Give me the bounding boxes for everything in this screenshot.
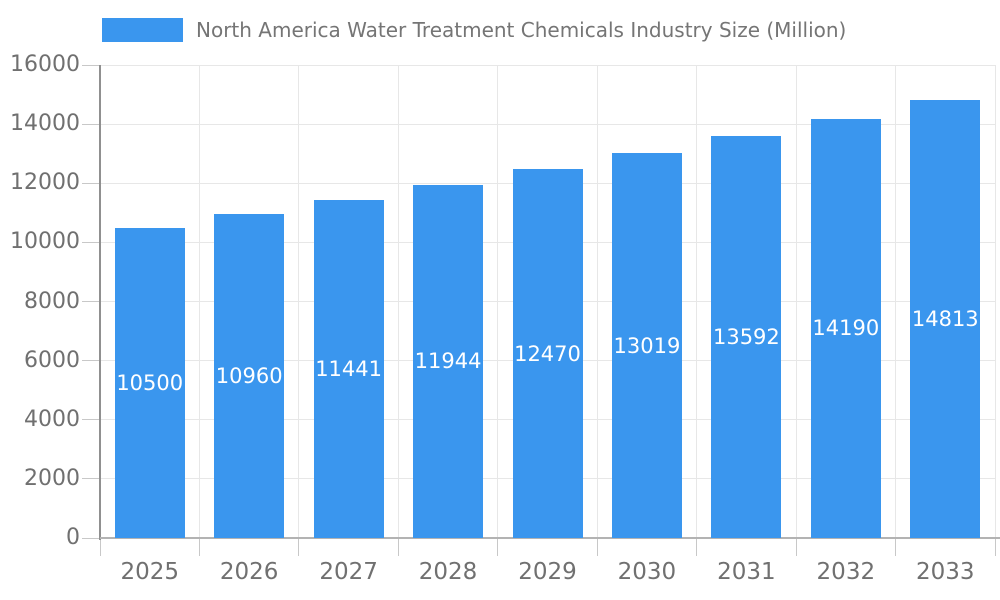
y-axis-line — [99, 65, 101, 540]
y-axis-tick — [82, 360, 100, 362]
x-axis-line — [100, 537, 1000, 539]
y-axis-label: 6000 — [24, 347, 80, 373]
x-gridline — [994, 65, 996, 538]
bar-value-label: 14813 — [911, 307, 979, 332]
y-axis-label: 16000 — [10, 52, 80, 77]
legend-swatch-icon — [102, 18, 183, 42]
x-axis-tick — [198, 538, 200, 556]
bar-2033[interactable] — [910, 100, 981, 538]
bar-2032[interactable] — [810, 118, 881, 538]
x-axis-label: 2030 — [617, 559, 677, 585]
x-gridline — [795, 65, 797, 538]
x-axis-tick — [497, 538, 499, 556]
x-gridline — [298, 65, 300, 538]
x-axis-tick — [298, 538, 300, 556]
bar-value-label: 13592 — [712, 325, 780, 350]
x-axis-label: 2027 — [319, 559, 378, 585]
x-axis-label: 2028 — [418, 559, 478, 585]
bar-2028[interactable] — [413, 184, 484, 538]
x-axis-label: 2029 — [518, 559, 577, 585]
x-axis-label: 2026 — [219, 559, 279, 585]
x-gridline — [596, 65, 598, 538]
y-axis-label: 10000 — [10, 229, 80, 255]
y-gridline — [100, 123, 995, 125]
bar-2027[interactable] — [313, 199, 384, 538]
x-axis-tick — [397, 538, 399, 556]
bar-value-label: 14190 — [812, 316, 880, 341]
x-gridline — [397, 65, 399, 538]
y-axis-label: 12000 — [10, 170, 80, 196]
x-axis-tick — [696, 538, 698, 556]
bar-2030[interactable] — [611, 153, 682, 538]
x-gridline — [198, 65, 200, 538]
y-axis-tick — [82, 64, 100, 66]
y-axis-label: 0 — [66, 525, 80, 550]
bar-2031[interactable] — [711, 136, 782, 538]
legend-label: North America Water Treatment Chemicals … — [196, 18, 847, 42]
x-axis-tick — [99, 538, 101, 556]
y-axis-label: 14000 — [10, 111, 80, 137]
x-axis-label: 2032 — [816, 559, 876, 585]
x-gridline — [696, 65, 698, 538]
x-axis-tick — [895, 538, 897, 556]
x-gridline — [895, 65, 897, 538]
x-axis-label: 2033 — [915, 559, 975, 585]
bar-2029[interactable] — [512, 169, 583, 538]
x-axis-label: 2025 — [120, 559, 179, 585]
y-axis-tick — [82, 301, 100, 302]
x-axis-label: 2031 — [717, 559, 776, 585]
bar-value-label: 10960 — [215, 363, 283, 388]
y-axis-tick — [82, 123, 100, 125]
y-axis-label: 2000 — [24, 465, 80, 491]
bar-value-label: 10500 — [116, 370, 184, 395]
y-axis-tick — [82, 182, 100, 184]
bar-2025[interactable] — [114, 227, 185, 538]
chart-legend[interactable]: North America Water Treatment Chemicals … — [102, 18, 846, 42]
y-axis-tick — [82, 478, 100, 480]
x-axis-tick — [795, 538, 797, 556]
bar-value-label: 13019 — [613, 333, 681, 358]
bar-value-label: 11944 — [414, 349, 482, 374]
y-axis-tick — [82, 419, 100, 421]
x-axis-tick — [994, 538, 996, 556]
x-axis-tick — [596, 538, 598, 556]
y-axis-label: 8000 — [24, 288, 80, 314]
bar-2026[interactable] — [214, 213, 285, 538]
y-gridline — [100, 64, 995, 66]
x-gridline — [497, 65, 499, 538]
bar-value-label: 12470 — [514, 341, 581, 366]
y-axis-tick — [82, 537, 100, 539]
y-axis-tick — [82, 241, 100, 243]
bar-value-label: 11441 — [315, 356, 382, 381]
y-axis-label: 4000 — [24, 406, 80, 432]
